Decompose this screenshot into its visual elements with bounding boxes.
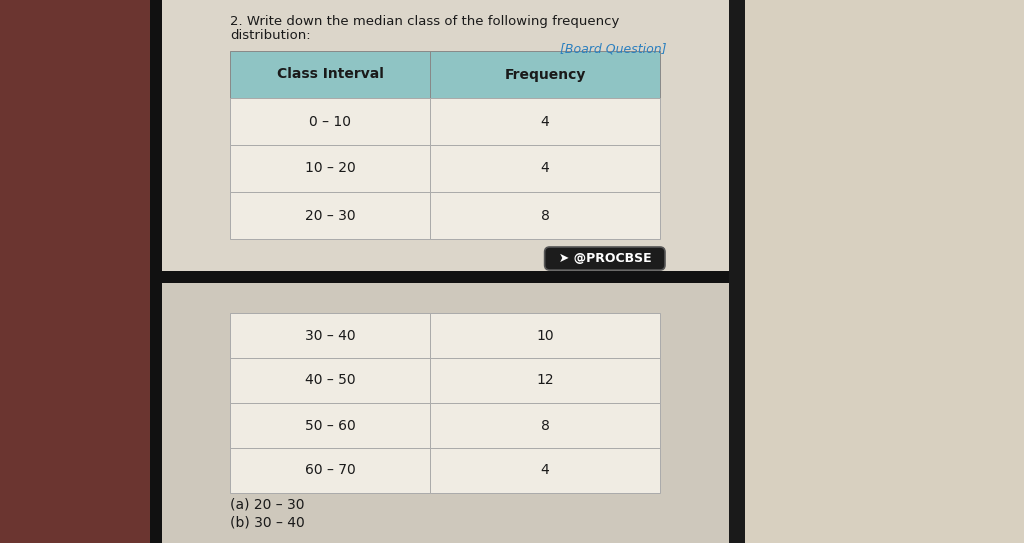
Text: 4: 4 xyxy=(541,161,549,175)
Bar xyxy=(430,192,660,239)
Text: distribution:: distribution: xyxy=(230,29,310,42)
Text: 8: 8 xyxy=(541,419,550,433)
Text: 10 – 20: 10 – 20 xyxy=(304,161,355,175)
Bar xyxy=(230,403,430,448)
Bar xyxy=(230,98,430,145)
Text: ➤ @PROCBSE: ➤ @PROCBSE xyxy=(550,252,660,265)
Bar xyxy=(430,51,660,98)
Text: 2. Write down the median class of the following frequency: 2. Write down the median class of the fo… xyxy=(230,15,620,28)
Bar xyxy=(430,98,660,145)
Bar xyxy=(162,0,729,273)
Bar xyxy=(745,0,1024,543)
Text: 30 – 40: 30 – 40 xyxy=(305,329,355,343)
Text: 0 – 10: 0 – 10 xyxy=(309,115,351,129)
Bar xyxy=(430,145,660,192)
Text: (a) 20 – 30: (a) 20 – 30 xyxy=(230,497,304,511)
Bar xyxy=(150,0,162,543)
Text: 4: 4 xyxy=(541,115,549,129)
Bar xyxy=(430,448,660,493)
Text: 60 – 70: 60 – 70 xyxy=(304,464,355,477)
Bar xyxy=(430,403,660,448)
Text: 50 – 60: 50 – 60 xyxy=(304,419,355,433)
Bar xyxy=(0,0,155,543)
Bar xyxy=(162,283,729,543)
Bar xyxy=(230,145,430,192)
Bar xyxy=(430,358,660,403)
Bar xyxy=(430,313,660,358)
Bar xyxy=(230,313,430,358)
Text: 40 – 50: 40 – 50 xyxy=(305,374,355,388)
Bar xyxy=(230,358,430,403)
Text: 12: 12 xyxy=(537,374,554,388)
Text: [Board Question]: [Board Question] xyxy=(559,43,666,56)
Text: (b) 30 – 40: (b) 30 – 40 xyxy=(230,515,305,529)
Text: Class Interval: Class Interval xyxy=(276,67,383,81)
Bar xyxy=(230,192,430,239)
Bar xyxy=(730,0,1024,543)
Bar xyxy=(162,271,729,283)
Text: Frequency: Frequency xyxy=(504,67,586,81)
Text: 10: 10 xyxy=(537,329,554,343)
Text: 4: 4 xyxy=(541,464,549,477)
Text: 20 – 30: 20 – 30 xyxy=(305,209,355,223)
Bar xyxy=(230,51,430,98)
Bar xyxy=(230,448,430,493)
Text: 8: 8 xyxy=(541,209,550,223)
